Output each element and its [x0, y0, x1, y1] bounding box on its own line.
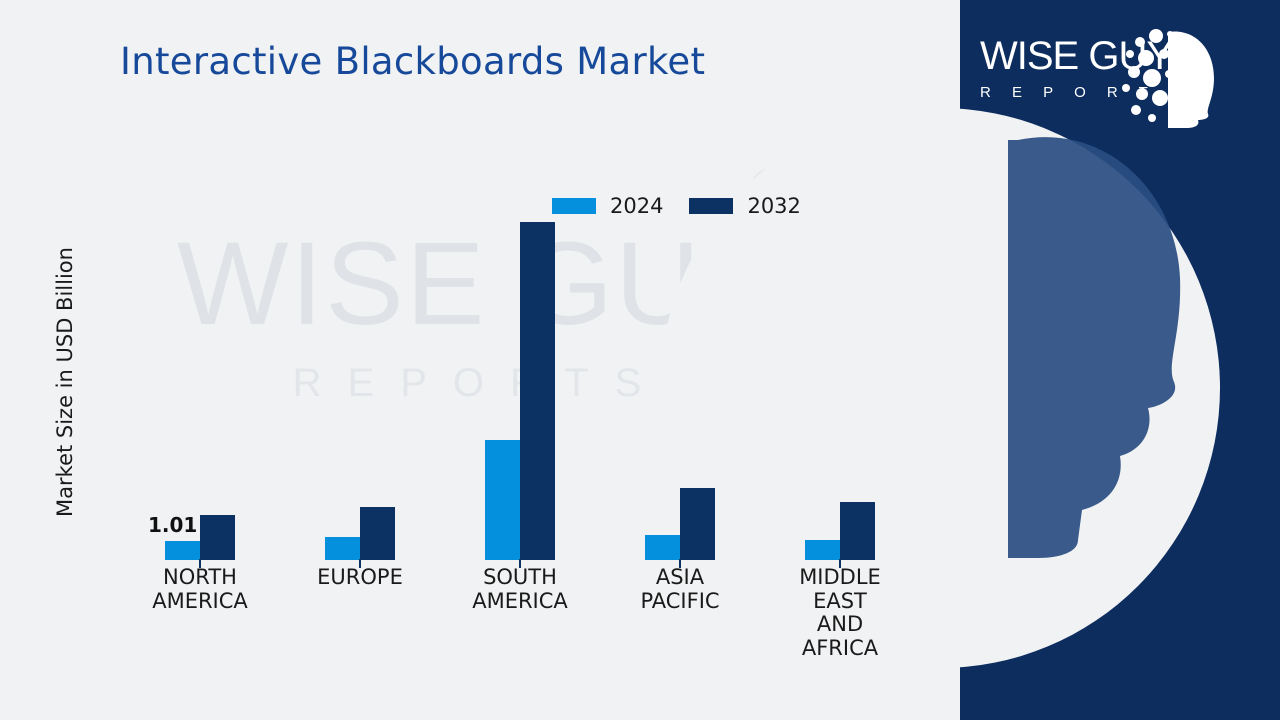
axis-tick	[519, 559, 521, 568]
bar-2024-asia-pacific[interactable]	[645, 534, 680, 560]
category-label: ASIA PACIFIC	[640, 565, 720, 613]
bar-2024-europe[interactable]	[325, 536, 360, 560]
bar-2032-europe[interactable]	[360, 507, 395, 560]
bar-group	[130, 170, 270, 568]
category-label: EUROPE	[317, 565, 403, 589]
bar-2032-middle-east-and-africa[interactable]	[840, 501, 875, 560]
bar-pair	[770, 170, 910, 560]
bar-2024-south-america[interactable]	[485, 439, 520, 560]
y-axis-label: Market Size in USD Billion	[53, 247, 77, 517]
bar-group	[610, 170, 750, 568]
panel-head-silhouette-icon	[1008, 128, 1218, 558]
wiseguy-logo: WISE GUY R E P O R T S	[980, 29, 1214, 128]
legend-swatch-2032	[689, 198, 734, 214]
axis-tick	[839, 559, 841, 568]
bar-data-label: 1.01	[148, 513, 198, 538]
chart: Market Size in USD Billion 2024 2032 1.0…	[53, 170, 920, 686]
bar-pair	[450, 170, 590, 560]
bar-pair	[290, 170, 430, 560]
category-label: NORTH AMERICA	[152, 565, 248, 613]
chart-legend: 2024 2032	[552, 194, 801, 218]
bar-group	[290, 170, 430, 568]
bar-2032-north-america[interactable]	[200, 515, 235, 560]
bar-2032-asia-pacific[interactable]	[680, 487, 715, 560]
legend-swatch-2024	[552, 198, 596, 214]
bar-2024-middle-east-and-africa[interactable]	[805, 540, 840, 560]
bar-group	[770, 170, 910, 568]
legend-item-2024[interactable]: 2024	[552, 194, 663, 218]
category-label: MIDDLE EAST AND AFRICA	[799, 565, 881, 660]
bar-2032-south-america[interactable]	[520, 222, 555, 560]
bar-group	[450, 170, 590, 568]
axis-tick	[359, 559, 361, 568]
axis-tick	[199, 559, 201, 568]
brand-panel	[960, 0, 1280, 720]
legend-label-2032: 2032	[747, 194, 801, 218]
legend-item-2032[interactable]: 2032	[689, 194, 801, 218]
page-title: Interactive Blackboards Market	[120, 40, 706, 83]
bar-2024-north-america[interactable]	[165, 541, 200, 560]
x-axis-category-labels: NORTH AMERICA EUROPE SOUTH AMERICA ASIA PAC…	[120, 565, 920, 686]
bar-pair	[130, 170, 270, 560]
category-label: SOUTH AMERICA	[472, 565, 568, 613]
plot-area: 1.01	[120, 170, 920, 568]
legend-label-2024: 2024	[610, 194, 664, 218]
bar-pair	[610, 170, 750, 560]
axis-tick	[679, 559, 681, 568]
logo-dotted-head-icon	[1122, 28, 1218, 128]
